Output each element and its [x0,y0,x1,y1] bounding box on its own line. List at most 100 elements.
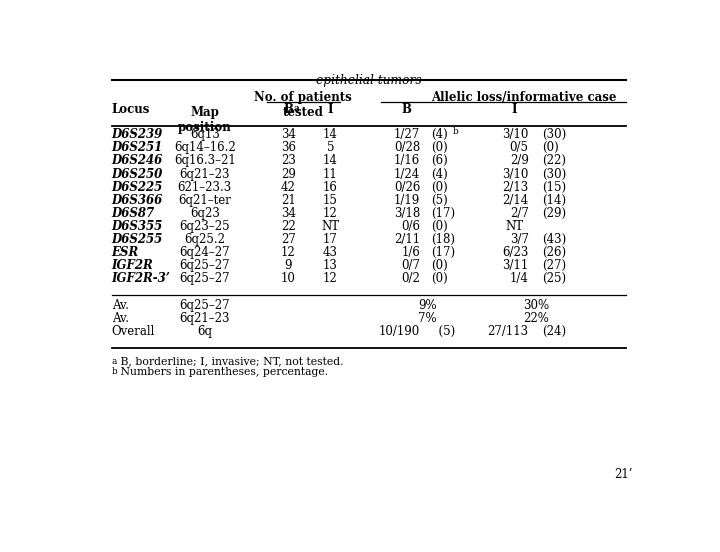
Text: 3/10: 3/10 [503,168,528,181]
Text: I: I [328,103,333,115]
Text: 1/19: 1/19 [394,194,420,206]
Text: 6q23–25: 6q23–25 [179,220,230,233]
Text: D6S250: D6S250 [112,168,163,181]
Text: Overall: Overall [112,325,155,338]
Text: (27): (27) [542,259,566,272]
Text: D6S87: D6S87 [112,207,155,220]
Text: 0/7: 0/7 [401,259,420,272]
Text: 3/18: 3/18 [394,207,420,220]
Text: 6q23: 6q23 [190,207,220,220]
Text: (18): (18) [431,233,455,246]
Text: 6/23: 6/23 [503,246,528,259]
Text: 14: 14 [323,128,338,141]
Text: (0): (0) [431,220,448,233]
Text: B, borderline; I, invasive; NT, not tested.: B, borderline; I, invasive; NT, not test… [117,357,343,367]
Text: IGF2R-3’: IGF2R-3’ [112,272,171,285]
Text: 3/11: 3/11 [503,259,528,272]
Text: 34: 34 [281,128,296,141]
Text: No. of patients
tested: No. of patients tested [254,91,352,119]
Text: 3/7: 3/7 [510,233,528,246]
Text: (0): (0) [431,272,448,285]
Text: Numbers in parentheses, percentage.: Numbers in parentheses, percentage. [117,367,328,378]
Text: (14): (14) [542,194,566,206]
Text: 1/4: 1/4 [510,272,528,285]
Text: (5): (5) [431,325,455,338]
Text: 12: 12 [323,207,338,220]
Text: 0/26: 0/26 [394,181,420,194]
Text: 12: 12 [323,272,338,285]
Text: 0/5: 0/5 [510,141,528,155]
Text: IGF2R: IGF2R [112,259,153,272]
Text: NT: NT [321,220,339,233]
Text: 2/7: 2/7 [510,207,528,220]
Text: Locus: Locus [112,103,150,115]
Text: 1/6: 1/6 [401,246,420,259]
Text: 21: 21 [281,194,296,206]
Text: I: I [512,103,518,115]
Text: 5: 5 [326,141,334,155]
Text: D6S255: D6S255 [112,233,163,246]
Text: 3/10: 3/10 [503,128,528,141]
Text: 6q13: 6q13 [190,128,220,141]
Text: (0): (0) [542,141,559,155]
Text: 30%: 30% [523,299,549,312]
Text: Av.: Av. [112,299,129,312]
Text: 0/2: 0/2 [401,272,420,285]
Text: 0/28: 0/28 [394,141,420,155]
Text: 10/190: 10/190 [379,325,420,338]
Text: 14: 14 [323,155,338,167]
Text: 27: 27 [281,233,296,246]
Text: (17): (17) [431,207,455,220]
Text: 7%: 7% [418,312,436,325]
Text: 6q21–23: 6q21–23 [179,312,230,325]
Text: (43): (43) [542,233,566,246]
Text: 2/11: 2/11 [394,233,420,246]
Text: (6): (6) [431,155,448,167]
Text: D6S366: D6S366 [112,194,163,206]
Text: (30): (30) [542,168,566,181]
Text: 6q24–27: 6q24–27 [179,246,230,259]
Text: 6q16.3–21: 6q16.3–21 [174,155,235,167]
Text: 22: 22 [281,220,296,233]
Text: B: B [284,103,293,115]
Text: 1/27: 1/27 [394,128,420,141]
Text: 6q25–27: 6q25–27 [179,272,230,285]
Text: b: b [112,367,117,376]
Text: 36: 36 [281,141,296,155]
Text: (0): (0) [431,259,448,272]
Text: 6q21–ter: 6q21–ter [179,194,231,206]
Text: (29): (29) [542,207,566,220]
Text: (4): (4) [431,168,448,181]
Text: 29: 29 [281,168,296,181]
Text: (17): (17) [431,246,455,259]
Text: 2/13: 2/13 [503,181,528,194]
Text: 6q25.2: 6q25.2 [184,233,225,246]
Text: NT: NT [505,220,523,233]
Text: a: a [294,104,300,113]
Text: (4): (4) [431,128,448,141]
Text: 43: 43 [323,246,338,259]
Text: 1/24: 1/24 [394,168,420,181]
Text: ESR: ESR [112,246,139,259]
Text: (0): (0) [431,181,448,194]
Text: 17: 17 [323,233,338,246]
Text: Av.: Av. [112,312,129,325]
Text: b: b [453,127,459,136]
Text: D6S246: D6S246 [112,155,163,167]
Text: 23: 23 [281,155,296,167]
Text: (22): (22) [542,155,566,167]
Text: 22%: 22% [523,312,549,325]
Text: (30): (30) [542,128,566,141]
Text: D6S251: D6S251 [112,141,163,155]
Text: 1/16: 1/16 [394,155,420,167]
Text: B: B [401,103,411,115]
Text: 6q: 6q [197,325,212,338]
Text: (25): (25) [542,272,566,285]
Text: 10: 10 [281,272,296,285]
Text: 11: 11 [323,168,338,181]
Text: 0/6: 0/6 [401,220,420,233]
Text: 6q25–27: 6q25–27 [179,299,230,312]
Text: 621–23.3: 621–23.3 [178,181,232,194]
Text: D6S239: D6S239 [112,128,163,141]
Text: 6q14–16.2: 6q14–16.2 [174,141,235,155]
